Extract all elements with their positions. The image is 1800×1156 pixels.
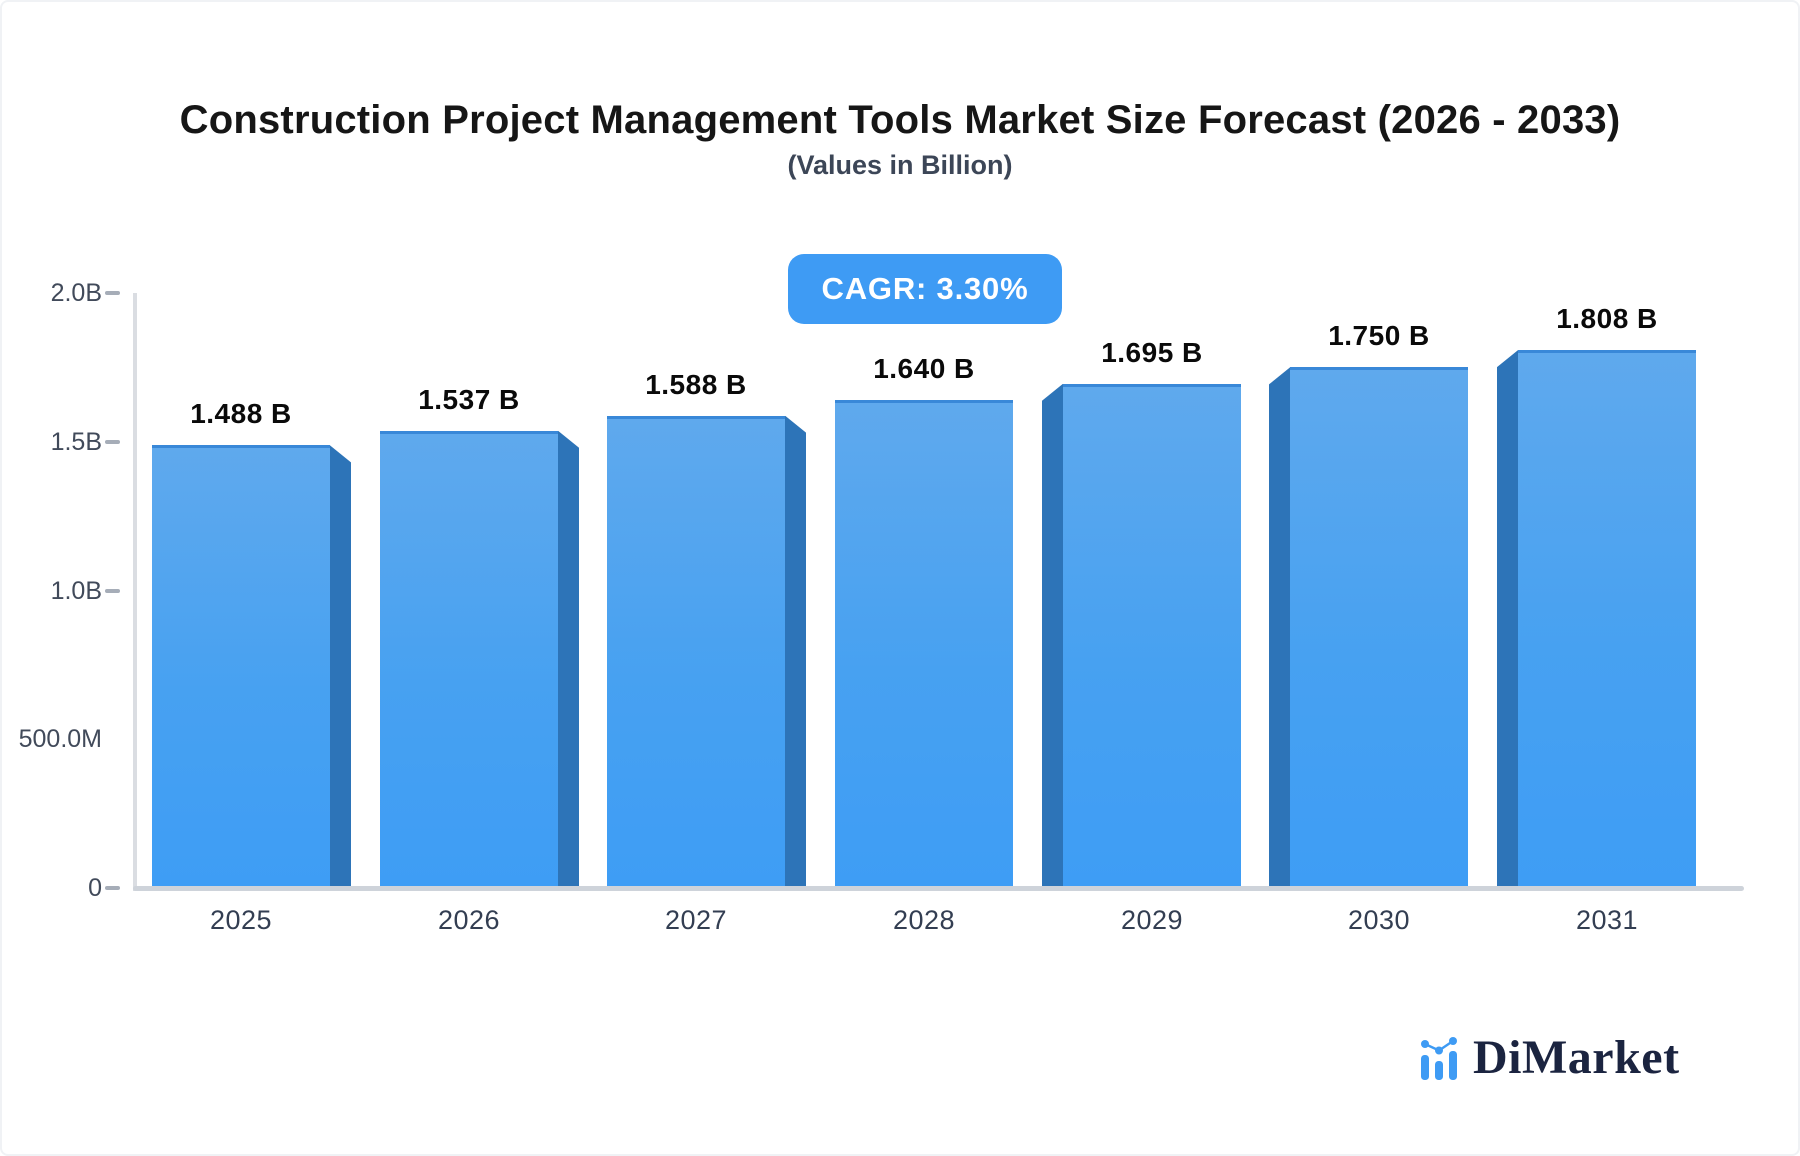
y-axis-tick-mark xyxy=(105,886,120,890)
bar-3d-side-2029 xyxy=(1042,383,1063,888)
bar-value-label: 1.588 B xyxy=(645,368,747,400)
bar-value-label: 1.695 B xyxy=(1101,336,1203,368)
x-axis-tick-label: 2026 xyxy=(437,905,501,935)
bar-2026[interactable] xyxy=(380,430,558,888)
bar-value-label: 1.537 B xyxy=(418,383,520,415)
bar-2027[interactable] xyxy=(607,415,785,888)
y-axis-tick-mark xyxy=(105,588,120,593)
bar-3d-side-2030 xyxy=(1269,367,1290,888)
bar-line-chart-icon xyxy=(1421,1037,1457,1080)
y-axis-line xyxy=(133,293,137,891)
y-axis-tick-label: 500.0M xyxy=(18,725,102,754)
bar-2029[interactable] xyxy=(1063,383,1241,888)
x-axis-tick-label: 2031 xyxy=(1575,905,1639,935)
bar-3d-side-2025 xyxy=(330,445,351,888)
bar-value-label: 1.488 B xyxy=(190,398,292,430)
bar-value-label: 1.808 B xyxy=(1556,303,1658,335)
brand-logo-text: DiMarket xyxy=(1473,1031,1680,1084)
brand-logo: DiMarket xyxy=(1420,1034,1680,1082)
y-axis-tick-label: 1.5B xyxy=(50,427,102,456)
x-axis-tick-label: 2030 xyxy=(1347,905,1411,935)
x-axis-tick-label: 2029 xyxy=(1120,905,1184,935)
bar-3d-side-2026 xyxy=(558,430,579,888)
bar-2031[interactable] xyxy=(1518,350,1696,888)
y-axis-tick-label: 0 xyxy=(88,874,102,902)
y-axis-tick-label: 2.0B xyxy=(50,279,102,307)
bar-value-label: 1.750 B xyxy=(1328,320,1430,352)
cagr-badge: CAGR: 3.30% xyxy=(788,254,1062,324)
y-axis-tick-label: 1.0B xyxy=(50,576,102,605)
x-axis-tick-label: 2025 xyxy=(209,905,273,935)
y-axis-tick-mark xyxy=(105,439,120,444)
x-axis-tick-label: 2028 xyxy=(892,905,956,935)
page-title: Construction Project Management Tools Ma… xyxy=(179,98,1621,142)
bar-2028[interactable] xyxy=(835,400,1013,888)
bar-3d-side-2027 xyxy=(785,415,806,888)
bar-value-label: 1.640 B xyxy=(873,353,975,385)
y-axis-tick-mark xyxy=(105,291,120,295)
chart-subtitle: (Values in Billion) xyxy=(787,150,1013,180)
bar-2025[interactable] xyxy=(152,445,330,888)
x-axis-tick-label: 2027 xyxy=(664,905,728,935)
x-axis-line xyxy=(133,886,1744,891)
bar-3d-side-2031 xyxy=(1497,350,1518,888)
bar-2030[interactable] xyxy=(1290,367,1468,888)
